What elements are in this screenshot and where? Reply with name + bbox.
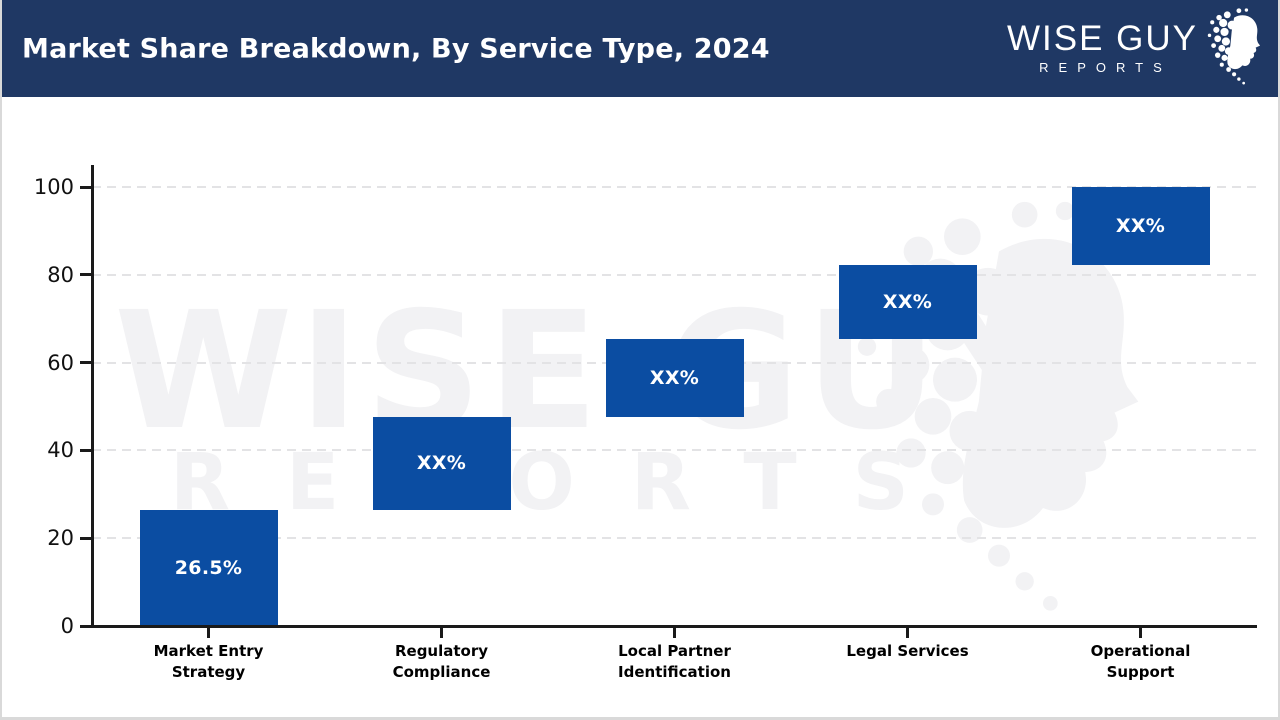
bar-segment: XX% — [838, 265, 977, 339]
x-category-label: Operational Support — [1090, 642, 1191, 681]
y-tick-label: 60 — [47, 350, 74, 375]
y-gridline — [92, 449, 1257, 452]
bar-value-label: XX% — [1115, 215, 1166, 238]
y-gridline — [92, 537, 1257, 540]
x-category-label: Market Entry Strategy — [153, 642, 264, 681]
y-tick-mark — [80, 185, 92, 189]
y-tick-label: 20 — [47, 526, 74, 551]
logo-subtitle: REPORTS — [1039, 60, 1172, 75]
logo-text: WISE GUY REPORTS — [1006, 19, 1198, 76]
bar-segment: XX% — [605, 338, 744, 418]
x-tick-mark — [440, 627, 443, 638]
bar-segment: 26.5% — [139, 509, 278, 626]
header-bar: Market Share Breakdown, By Service Type,… — [2, 0, 1278, 97]
bar-value-label: 26.5% — [174, 556, 243, 579]
y-tick-mark — [80, 273, 92, 277]
y-tick-label: 100 — [33, 175, 74, 199]
x-tick-mark — [906, 627, 909, 638]
x-axis-spine — [91, 625, 1257, 628]
bar-value-label: XX% — [649, 366, 700, 389]
page-title: Market Share Breakdown, By Service Type,… — [22, 33, 770, 64]
y-tick-mark — [80, 361, 92, 365]
y-gridline — [92, 273, 1257, 276]
logo-wordmark: WISE GUY — [1006, 19, 1198, 58]
y-tick-label: 80 — [47, 262, 74, 287]
y-tick-mark — [80, 624, 92, 628]
x-category-label: Local Partner Identification — [618, 642, 731, 681]
x-category-label: Legal Services — [846, 642, 969, 660]
y-tick-mark — [80, 448, 92, 452]
y-tick-label: 0 — [60, 614, 74, 638]
bar-segment: XX% — [1071, 187, 1210, 266]
watermark-subtitle: REPORTS — [170, 438, 965, 528]
bar-value-label: XX% — [882, 291, 933, 314]
y-axis-spine — [91, 165, 94, 628]
x-category-label: Regulatory Compliance — [392, 642, 491, 681]
wise-guy-reports-logo: WISE GUY REPORTS — [1006, 6, 1264, 92]
x-tick-mark — [207, 627, 210, 638]
watermark-face-icon — [762, 200, 1192, 640]
bar-value-label: XX% — [416, 452, 467, 475]
y-gridline — [92, 186, 1257, 188]
bar-segment: XX% — [372, 417, 511, 510]
y-tick-mark — [80, 536, 92, 540]
x-tick-mark — [1139, 627, 1142, 638]
x-tick-mark — [673, 627, 676, 638]
y-tick-label: 40 — [47, 438, 74, 463]
